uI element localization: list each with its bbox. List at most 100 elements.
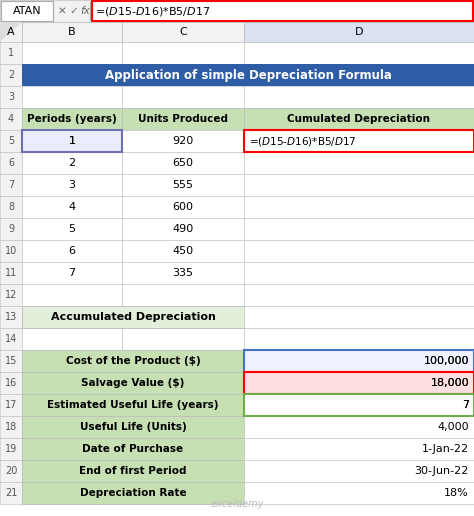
Bar: [22, 350, 244, 372]
Bar: [122, 218, 244, 240]
Text: ✕: ✕: [58, 6, 66, 16]
Bar: [22, 152, 122, 174]
Text: Accumulated Depreciation: Accumulated Depreciation: [51, 312, 216, 322]
Bar: [244, 130, 474, 152]
Bar: [22, 328, 122, 350]
Bar: [244, 218, 474, 240]
Bar: [122, 108, 244, 130]
Text: 21: 21: [5, 488, 17, 498]
Text: 3: 3: [8, 92, 14, 102]
Text: 11: 11: [5, 268, 17, 278]
Bar: [122, 394, 244, 416]
Bar: [244, 306, 474, 328]
Bar: [244, 196, 474, 218]
Bar: [0, 22, 474, 42]
Text: 20: 20: [5, 466, 17, 476]
Bar: [22, 42, 122, 64]
Text: Useful Life (Units): Useful Life (Units): [80, 422, 186, 432]
Text: 450: 450: [173, 246, 193, 256]
Text: 335: 335: [173, 268, 193, 278]
Bar: [244, 328, 474, 350]
Bar: [244, 350, 474, 372]
Bar: [22, 196, 122, 218]
Bar: [122, 262, 244, 284]
Bar: [122, 130, 244, 152]
Bar: [22, 350, 122, 372]
Text: 600: 600: [173, 202, 193, 212]
Bar: [22, 284, 122, 306]
Text: 15: 15: [5, 356, 17, 366]
Text: 2: 2: [8, 70, 14, 80]
Bar: [22, 152, 122, 174]
Bar: [122, 174, 244, 196]
Bar: [122, 438, 244, 460]
Text: 7: 7: [462, 400, 469, 410]
Text: 18%: 18%: [444, 488, 469, 498]
Bar: [244, 174, 474, 196]
Bar: [22, 372, 244, 394]
Text: 4: 4: [68, 202, 75, 212]
Text: 555: 555: [173, 180, 193, 190]
Bar: [0, 86, 22, 108]
Bar: [0, 152, 22, 174]
Bar: [122, 130, 244, 152]
Text: 16: 16: [5, 378, 17, 388]
Bar: [122, 284, 244, 306]
Bar: [22, 262, 122, 284]
Text: 8: 8: [8, 202, 14, 212]
Text: Date of Purchase: Date of Purchase: [82, 444, 183, 454]
Bar: [244, 108, 474, 130]
Bar: [244, 284, 474, 306]
Text: B: B: [68, 27, 76, 37]
Text: exceldemy: exceldemy: [210, 499, 264, 509]
Bar: [244, 482, 474, 504]
Text: Application of simple Depreciation Formula: Application of simple Depreciation Formu…: [105, 69, 392, 82]
Text: 6: 6: [8, 158, 14, 168]
Text: Cost of the Product ($): Cost of the Product ($): [65, 356, 201, 366]
Text: Estimated Useful Life (years): Estimated Useful Life (years): [47, 400, 219, 410]
Text: ✓: ✓: [70, 6, 78, 16]
Bar: [0, 416, 22, 438]
Text: 100,000: 100,000: [423, 356, 469, 366]
Bar: [122, 240, 244, 262]
Bar: [22, 438, 122, 460]
Bar: [0, 350, 22, 372]
Text: 100,000: 100,000: [423, 356, 469, 366]
Bar: [0, 196, 22, 218]
Text: Depreciation Rate: Depreciation Rate: [80, 488, 186, 498]
Bar: [122, 86, 244, 108]
Bar: [0, 218, 22, 240]
Text: 12: 12: [5, 290, 17, 300]
Polygon shape: [0, 22, 22, 42]
Bar: [22, 174, 122, 196]
Bar: [22, 218, 122, 240]
Text: 5: 5: [69, 224, 75, 234]
Bar: [244, 262, 474, 284]
Bar: [22, 218, 122, 240]
Bar: [244, 438, 474, 460]
Bar: [244, 416, 474, 438]
Bar: [0, 482, 22, 504]
Text: 13: 13: [5, 312, 17, 322]
Text: Periods (years): Periods (years): [27, 114, 117, 124]
Bar: [22, 64, 474, 86]
Bar: [22, 240, 122, 262]
Text: Units Produced: Units Produced: [138, 114, 228, 124]
Bar: [22, 174, 122, 196]
Bar: [244, 394, 474, 416]
Bar: [22, 460, 244, 482]
Bar: [22, 196, 122, 218]
Bar: [244, 64, 474, 86]
Bar: [244, 482, 474, 504]
Bar: [22, 394, 244, 416]
Text: 6: 6: [69, 246, 75, 256]
Bar: [244, 262, 474, 284]
Text: 3: 3: [69, 180, 75, 190]
Bar: [244, 306, 474, 328]
Bar: [244, 218, 474, 240]
Bar: [0, 460, 22, 482]
Bar: [122, 174, 244, 196]
Bar: [0, 130, 22, 152]
Bar: [122, 152, 244, 174]
Bar: [0, 372, 22, 394]
